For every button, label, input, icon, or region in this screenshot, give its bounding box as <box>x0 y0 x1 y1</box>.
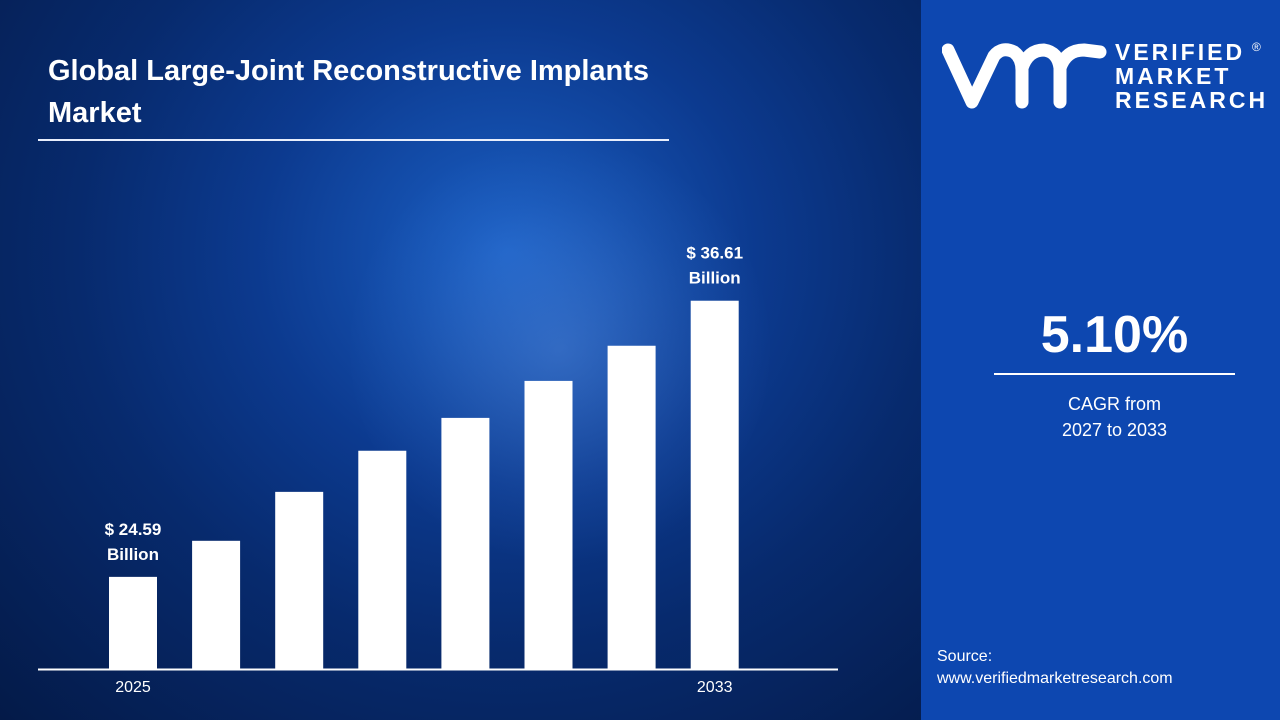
cagr-value: 5.10% <box>1040 306 1189 364</box>
logo-line-market: MARKET <box>1115 63 1232 89</box>
bar-chart: 2025 2033 $ 24.59 Billion $ 36.61 Billion <box>38 244 838 696</box>
bar-5 <box>524 380 573 669</box>
x-tick-label: 2025 <box>115 679 151 696</box>
logo-wordmark: VERIFIED MARKET RESEARCH <box>1115 40 1268 112</box>
bar-3 <box>358 450 407 669</box>
data-label-line2: Billion <box>107 545 159 564</box>
data-label-line1: $ 24.59 <box>105 520 162 539</box>
cagr-label-line2: 2027 to 2033 <box>1061 420 1168 440</box>
bar-4 <box>441 417 490 669</box>
source-label: Source: <box>937 648 993 665</box>
registered-mark: ® <box>1252 40 1261 54</box>
bar-1 <box>192 540 241 669</box>
data-label-line1: $ 36.61 <box>686 244 743 263</box>
cagr-label: CAGR from 2027 to 2033 <box>994 391 1235 443</box>
data-label-line2: Billion <box>689 269 741 288</box>
cagr-label-line1: CAGR from <box>1067 394 1161 414</box>
title-divider <box>38 139 669 141</box>
x-tick-label: 2033 <box>697 679 733 696</box>
cagr-divider <box>994 373 1235 375</box>
source-url[interactable]: www.verifiedmarketresearch.com <box>937 670 1173 687</box>
bar-2 <box>275 491 324 669</box>
logo-line-verified: VERIFIED <box>1115 39 1246 65</box>
bar-7 <box>690 300 739 669</box>
vmr-logo-icon <box>942 43 1107 109</box>
info-panel <box>921 0 1280 720</box>
bar-0 <box>109 576 157 669</box>
bar-6 <box>607 345 656 669</box>
chart-title: Global Large-Joint Reconstructive Implan… <box>48 55 650 129</box>
source: Source: www.verifiedmarketresearch.com <box>937 646 1173 690</box>
logo-line-research: RESEARCH <box>1115 87 1269 113</box>
